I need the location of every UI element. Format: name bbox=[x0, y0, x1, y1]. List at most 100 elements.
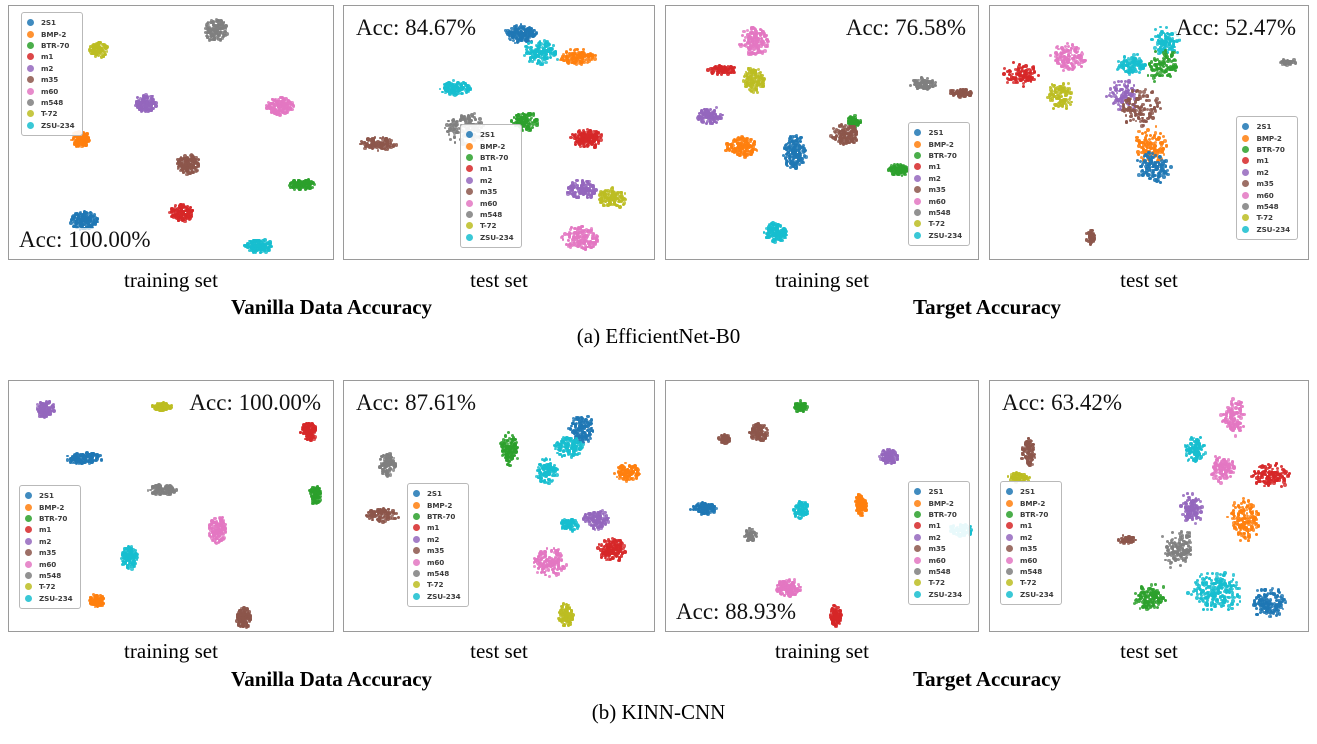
scatter-point bbox=[289, 186, 293, 190]
legend-item-label: BTR-70 bbox=[480, 152, 509, 162]
scatter-point bbox=[194, 168, 198, 173]
scatter-point bbox=[532, 120, 536, 124]
scatter-point bbox=[277, 99, 280, 103]
scatter-point bbox=[182, 202, 186, 206]
scatter-point bbox=[148, 104, 153, 108]
scatter-point bbox=[273, 108, 277, 112]
scatter-point bbox=[562, 52, 566, 56]
legend-item-label: T-72 bbox=[928, 219, 945, 229]
scatter-point bbox=[1079, 55, 1084, 59]
scatter-point bbox=[543, 44, 547, 48]
scatter-point bbox=[267, 248, 272, 252]
scatter-point bbox=[284, 101, 289, 105]
scatter-point bbox=[143, 106, 148, 111]
scatter-point bbox=[575, 178, 579, 183]
scatter-point bbox=[265, 106, 269, 110]
legend-swatch-icon bbox=[466, 142, 473, 150]
scatter-point bbox=[101, 54, 106, 58]
scatter-point bbox=[220, 27, 224, 31]
legend-item-label: m35 bbox=[480, 187, 498, 197]
scatter-point bbox=[1062, 87, 1066, 91]
legend-item-label: ZSU-234 bbox=[928, 230, 962, 240]
scatter-point bbox=[1008, 73, 1011, 76]
legend-item-zsu-234: ZSU-234 bbox=[466, 232, 514, 243]
scatter-point bbox=[102, 53, 106, 56]
scatter-point bbox=[218, 31, 222, 35]
scatter-point bbox=[301, 183, 305, 187]
scatter-point bbox=[203, 30, 207, 34]
scatter-point bbox=[81, 132, 86, 137]
scatter-point bbox=[85, 139, 89, 144]
scatter-point bbox=[598, 196, 603, 200]
scatter-point bbox=[205, 35, 209, 39]
scatter-point bbox=[306, 185, 310, 190]
scatter-point bbox=[222, 21, 226, 24]
scatter-point bbox=[190, 209, 194, 212]
scatter-point bbox=[245, 243, 250, 247]
scatter-point bbox=[1069, 102, 1073, 106]
scatter-point bbox=[87, 136, 91, 140]
scatter-point bbox=[1127, 80, 1131, 85]
scatter-point bbox=[589, 139, 593, 144]
scatter-point bbox=[283, 111, 287, 116]
scatter-point bbox=[730, 68, 734, 72]
legend-swatch-icon bbox=[27, 76, 34, 84]
scatter-point bbox=[1111, 91, 1115, 94]
scatter-point bbox=[212, 33, 216, 37]
scatter-point bbox=[272, 110, 276, 114]
scatter-point bbox=[764, 44, 768, 48]
scatter-point bbox=[736, 135, 740, 139]
scatter-point bbox=[948, 91, 953, 96]
scatter-point bbox=[572, 56, 576, 60]
scatter-point bbox=[84, 134, 89, 138]
scatter-point bbox=[850, 125, 855, 129]
scatter-point bbox=[522, 53, 526, 58]
scatter-point bbox=[443, 126, 447, 130]
scatter-point bbox=[593, 57, 597, 62]
legend-swatch-icon bbox=[914, 140, 922, 148]
scatter-point bbox=[718, 116, 723, 120]
scatter-point bbox=[762, 230, 766, 234]
scatter-point bbox=[552, 44, 555, 47]
legend-item-label: T-72 bbox=[41, 109, 58, 119]
scatter-point bbox=[394, 143, 399, 148]
legend-swatch-icon bbox=[27, 19, 34, 27]
scatter-point bbox=[187, 162, 191, 165]
legend-item-m35: m35 bbox=[27, 74, 75, 85]
scatter-point bbox=[197, 164, 201, 168]
legend-swatch-icon bbox=[914, 197, 922, 205]
legend-item-t-72: T-72 bbox=[466, 220, 514, 231]
scatter-point bbox=[1137, 63, 1141, 67]
scatter-point bbox=[222, 32, 226, 36]
accuracy-label: Acc: 76.58% bbox=[843, 15, 968, 40]
scatter-point bbox=[1011, 72, 1014, 76]
scatter-point bbox=[208, 37, 212, 42]
scatter-point bbox=[544, 60, 548, 65]
scatter-point bbox=[150, 94, 154, 98]
legend-item-label: BTR-70 bbox=[928, 150, 957, 160]
scatter-point bbox=[213, 36, 217, 40]
legend-item-m1: m1 bbox=[914, 161, 962, 172]
scatter-point bbox=[1060, 59, 1065, 64]
scatter-point bbox=[193, 165, 198, 170]
legend-item-zsu-234: ZSU-234 bbox=[914, 230, 962, 241]
scatter-point bbox=[373, 136, 377, 139]
scatter-point bbox=[203, 27, 207, 31]
scatter-point bbox=[223, 23, 228, 28]
scatter-point bbox=[140, 107, 144, 112]
scatter-point bbox=[1292, 58, 1296, 62]
scatter-point bbox=[720, 73, 724, 77]
scatter-point bbox=[213, 38, 217, 41]
legend-swatch-icon bbox=[466, 233, 473, 241]
legend-item-m548: m548 bbox=[466, 209, 514, 220]
scatter-point bbox=[1113, 94, 1117, 98]
scatter-point bbox=[1066, 60, 1070, 64]
scatter-point bbox=[288, 183, 292, 187]
scatter-point bbox=[182, 165, 186, 169]
scatter-point bbox=[444, 91, 447, 95]
scatter-point bbox=[569, 135, 573, 140]
scatter-point bbox=[780, 238, 784, 242]
scatter-point bbox=[183, 219, 188, 224]
scatter-point bbox=[1074, 45, 1079, 49]
